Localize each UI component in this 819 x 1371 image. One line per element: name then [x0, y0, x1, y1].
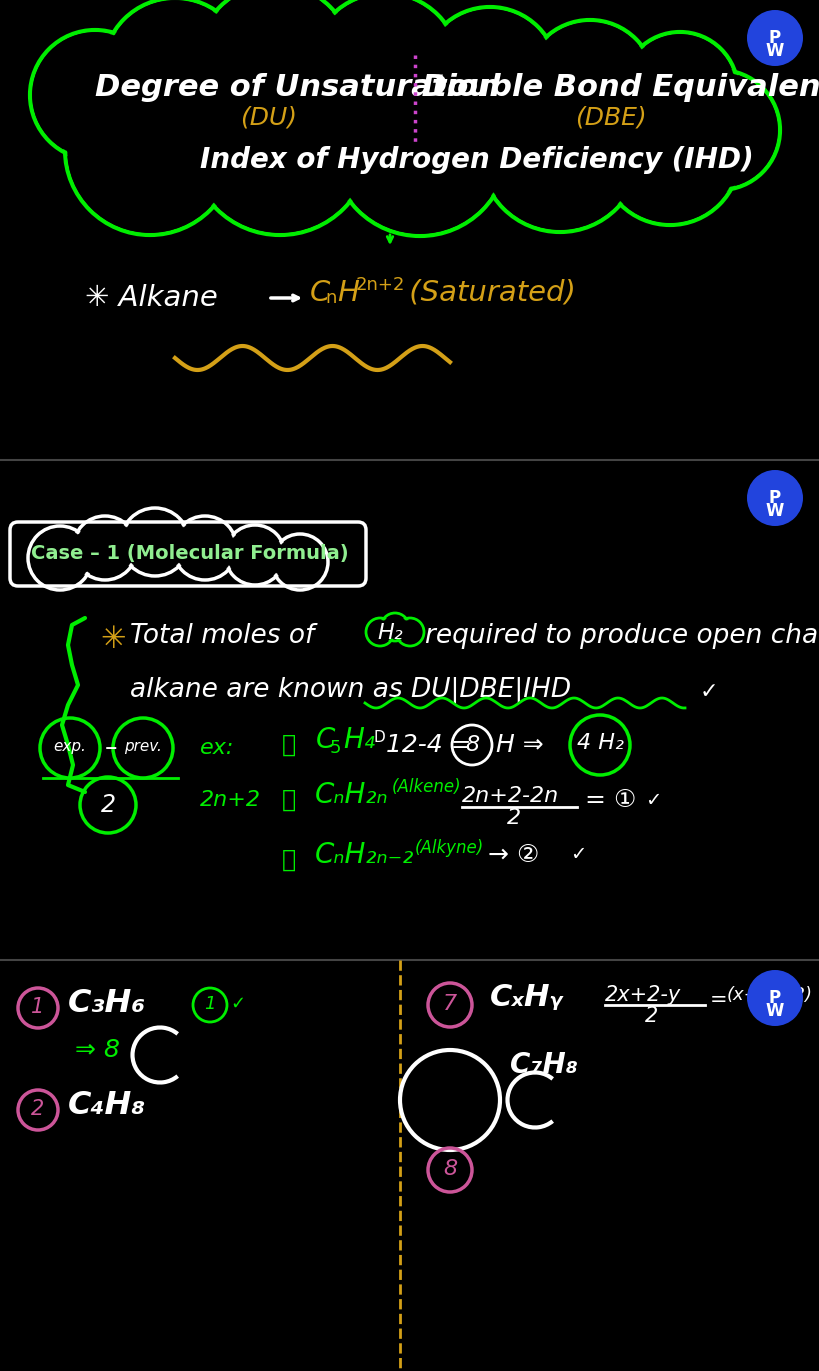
Text: P: P [768, 489, 781, 507]
Circle shape [75, 518, 134, 577]
Text: H ⇒: H ⇒ [495, 733, 543, 757]
Text: 2n+2-2n: 2n+2-2n [461, 786, 559, 806]
Text: required to produce open chain: required to produce open chain [424, 622, 819, 648]
Text: W: W [765, 502, 783, 520]
Circle shape [424, 10, 555, 141]
Text: W: W [765, 1002, 783, 1020]
Circle shape [382, 616, 406, 639]
Text: C₄H₈: C₄H₈ [68, 1090, 146, 1120]
Text: (Alkene): (Alkene) [391, 777, 461, 797]
Text: =: = [709, 990, 726, 1010]
Circle shape [67, 67, 233, 233]
Text: ✳: ✳ [100, 625, 125, 654]
Text: 8: 8 [464, 735, 478, 755]
Text: H₂: H₂ [377, 622, 402, 643]
Text: 7: 7 [442, 994, 456, 1015]
Text: ✳ Alkane: ✳ Alkane [85, 284, 218, 313]
Text: (x+1-y/2): (x+1-y/2) [726, 986, 812, 1004]
Text: 1: 1 [204, 995, 215, 1013]
Text: 8: 8 [442, 1158, 456, 1179]
Text: –: – [105, 736, 117, 760]
Text: P: P [768, 29, 781, 47]
Text: exp.: exp. [53, 739, 86, 754]
Circle shape [334, 63, 505, 233]
Circle shape [527, 22, 652, 148]
Text: W: W [765, 43, 783, 60]
Text: CₓHᵧ: CₓHᵧ [490, 983, 563, 1013]
Text: H: H [337, 280, 359, 307]
Text: Index of Hydrogen Deficiency (IHD): Index of Hydrogen Deficiency (IHD) [200, 145, 753, 174]
Text: P: P [768, 988, 781, 1008]
Text: 2n+2: 2n+2 [355, 276, 405, 293]
Text: 12-4 =: 12-4 = [386, 733, 471, 757]
Text: (DU): (DU) [240, 106, 296, 130]
Circle shape [662, 73, 776, 188]
Circle shape [312, 0, 457, 141]
Text: (DBE): (DBE) [574, 106, 646, 130]
Text: ⓐ: ⓐ [282, 733, 296, 757]
Text: C: C [310, 280, 330, 307]
Text: ✓: ✓ [229, 995, 245, 1013]
Text: = ①: = ① [584, 788, 636, 812]
Text: Double Bond Equivalent: Double Bond Equivalent [422, 74, 819, 103]
Text: 2n+2: 2n+2 [200, 790, 260, 810]
Text: ✓: ✓ [645, 791, 661, 809]
Text: Case – 1 (Molecular Formula): Case – 1 (Molecular Formula) [31, 544, 348, 563]
Circle shape [199, 0, 351, 137]
Circle shape [746, 971, 802, 1026]
Text: C₃H₆: C₃H₆ [68, 987, 146, 1019]
Text: 1: 1 [31, 997, 44, 1017]
Text: ex:: ex: [200, 738, 234, 758]
Text: ⓑ: ⓑ [282, 788, 296, 812]
Circle shape [368, 620, 391, 644]
Text: 2: 2 [645, 1006, 658, 1026]
Circle shape [274, 536, 325, 588]
Text: (Saturated): (Saturated) [400, 280, 575, 307]
Text: 2x+2-y: 2x+2-y [604, 984, 681, 1005]
Text: ✓: ✓ [699, 681, 717, 702]
Text: 2: 2 [31, 1100, 44, 1119]
Text: C₇H₈: C₇H₈ [509, 1052, 577, 1079]
Text: 5: 5 [329, 739, 341, 757]
Circle shape [623, 34, 735, 145]
Text: alkane are known as DU|DBE|IHD: alkane are known as DU|DBE|IHD [130, 676, 570, 703]
Text: 2: 2 [506, 808, 521, 828]
Circle shape [227, 528, 283, 583]
Text: CₙH₂ₙ: CₙH₂ₙ [314, 781, 388, 809]
Text: 2: 2 [101, 792, 115, 817]
Circle shape [124, 510, 186, 573]
Text: D: D [373, 729, 385, 744]
Text: CₙH₂ₙ₋₂: CₙH₂ₙ₋₂ [314, 840, 414, 869]
Circle shape [192, 58, 367, 233]
Circle shape [175, 518, 234, 577]
Text: ✓: ✓ [569, 846, 586, 865]
Text: C: C [315, 727, 335, 754]
Circle shape [602, 88, 737, 222]
Text: ⓒ: ⓒ [282, 849, 296, 872]
Circle shape [746, 470, 802, 526]
Text: n: n [324, 289, 336, 307]
Circle shape [397, 620, 422, 644]
Circle shape [106, 0, 244, 140]
Text: ⇒ 8: ⇒ 8 [75, 1038, 120, 1063]
Text: Total moles of: Total moles of [130, 622, 314, 648]
Text: H₄: H₄ [342, 727, 374, 754]
Text: Degree of Unsaturation: Degree of Unsaturation [95, 74, 499, 103]
Circle shape [482, 74, 637, 229]
Text: → ②: → ② [487, 843, 539, 866]
Circle shape [746, 10, 802, 66]
Circle shape [33, 33, 157, 158]
Text: prev.: prev. [124, 739, 161, 754]
Circle shape [30, 528, 89, 588]
Text: 4 H₂: 4 H₂ [576, 733, 622, 753]
Text: (Alkyne): (Alkyne) [414, 839, 484, 857]
